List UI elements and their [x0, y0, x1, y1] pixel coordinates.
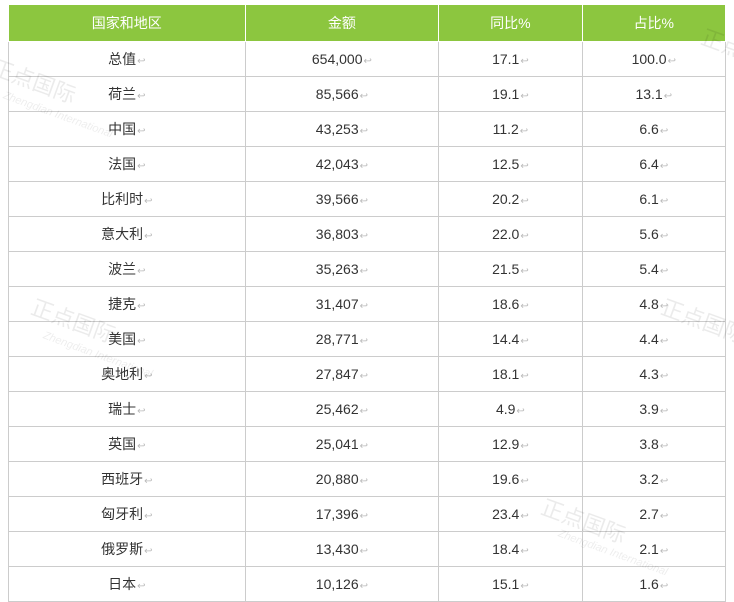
table-cell: 10,126↩ [245, 567, 439, 602]
table-header-cell: 同比% [439, 5, 582, 42]
table-cell: 19.6↩ [439, 462, 582, 497]
table-row: 总值↩654,000↩17.1↩100.0↩ [9, 42, 726, 77]
table-cell: 15.1↩ [439, 567, 582, 602]
table-cell: 12.5↩ [439, 147, 582, 182]
table-cell: 4.4↩ [582, 322, 725, 357]
table-cell: 3.2↩ [582, 462, 725, 497]
table-cell: 22.0↩ [439, 217, 582, 252]
table-cell: 27,847↩ [245, 357, 439, 392]
table-cell: 美国↩ [9, 322, 246, 357]
table-row: 中国↩43,253↩11.2↩6.6↩ [9, 112, 726, 147]
data-table-container: 国家和地区金额同比%占比% 总值↩654,000↩17.1↩100.0↩荷兰↩8… [8, 4, 726, 602]
table-cell: 比利时↩ [9, 182, 246, 217]
table-cell: 20,880↩ [245, 462, 439, 497]
table-cell: 3.8↩ [582, 427, 725, 462]
table-body: 总值↩654,000↩17.1↩100.0↩荷兰↩85,566↩19.1↩13.… [9, 42, 726, 602]
table-cell: 14.4↩ [439, 322, 582, 357]
table-header-row: 国家和地区金额同比%占比% [9, 5, 726, 42]
table-cell: 西班牙↩ [9, 462, 246, 497]
table-row: 捷克↩31,407↩18.6↩4.8↩ [9, 287, 726, 322]
table-row: 荷兰↩85,566↩19.1↩13.1↩ [9, 77, 726, 112]
table-cell: 25,041↩ [245, 427, 439, 462]
table-cell: 英国↩ [9, 427, 246, 462]
table-cell: 奥地利↩ [9, 357, 246, 392]
table-cell: 2.7↩ [582, 497, 725, 532]
table-cell: 1.6↩ [582, 567, 725, 602]
table-cell: 波兰↩ [9, 252, 246, 287]
table-row: 意大利↩36,803↩22.0↩5.6↩ [9, 217, 726, 252]
table-row: 西班牙↩20,880↩19.6↩3.2↩ [9, 462, 726, 497]
table-header-cell: 国家和地区 [9, 5, 246, 42]
table-cell: 23.4↩ [439, 497, 582, 532]
table-cell: 20.2↩ [439, 182, 582, 217]
table-row: 英国↩25,041↩12.9↩3.8↩ [9, 427, 726, 462]
table-row: 日本↩10,126↩15.1↩1.6↩ [9, 567, 726, 602]
table-cell: 17.1↩ [439, 42, 582, 77]
table-cell: 18.1↩ [439, 357, 582, 392]
table-row: 美国↩28,771↩14.4↩4.4↩ [9, 322, 726, 357]
table-cell: 18.4↩ [439, 532, 582, 567]
table-cell: 5.4↩ [582, 252, 725, 287]
table-cell: 18.6↩ [439, 287, 582, 322]
table-cell: 21.5↩ [439, 252, 582, 287]
table-row: 瑞士↩25,462↩4.9↩3.9↩ [9, 392, 726, 427]
table-header-cell: 占比% [582, 5, 725, 42]
table-cell: 意大利↩ [9, 217, 246, 252]
table-cell: 13.1↩ [582, 77, 725, 112]
table-cell: 100.0↩ [582, 42, 725, 77]
table-cell: 法国↩ [9, 147, 246, 182]
table-cell: 6.4↩ [582, 147, 725, 182]
table-row: 波兰↩35,263↩21.5↩5.4↩ [9, 252, 726, 287]
table-cell: 总值↩ [9, 42, 246, 77]
table-row: 俄罗斯↩13,430↩18.4↩2.1↩ [9, 532, 726, 567]
table-cell: 匈牙利↩ [9, 497, 246, 532]
table-cell: 28,771↩ [245, 322, 439, 357]
table-cell: 中国↩ [9, 112, 246, 147]
table-row: 比利时↩39,566↩20.2↩6.1↩ [9, 182, 726, 217]
table-cell: 俄罗斯↩ [9, 532, 246, 567]
table-cell: 39,566↩ [245, 182, 439, 217]
table-cell: 12.9↩ [439, 427, 582, 462]
data-table: 国家和地区金额同比%占比% 总值↩654,000↩17.1↩100.0↩荷兰↩8… [8, 4, 726, 602]
table-cell: 654,000↩ [245, 42, 439, 77]
table-cell: 35,263↩ [245, 252, 439, 287]
table-cell: 6.6↩ [582, 112, 725, 147]
table-cell: 19.1↩ [439, 77, 582, 112]
table-cell: 17,396↩ [245, 497, 439, 532]
table-cell: 捷克↩ [9, 287, 246, 322]
table-cell: 25,462↩ [245, 392, 439, 427]
table-cell: 3.9↩ [582, 392, 725, 427]
table-cell: 4.3↩ [582, 357, 725, 392]
table-cell: 4.8↩ [582, 287, 725, 322]
table-row: 奥地利↩27,847↩18.1↩4.3↩ [9, 357, 726, 392]
table-cell: 42,043↩ [245, 147, 439, 182]
table-header-cell: 金额 [245, 5, 439, 42]
table-cell: 2.1↩ [582, 532, 725, 567]
table-cell: 瑞士↩ [9, 392, 246, 427]
table-row: 匈牙利↩17,396↩23.4↩2.7↩ [9, 497, 726, 532]
table-cell: 43,253↩ [245, 112, 439, 147]
table-cell: 36,803↩ [245, 217, 439, 252]
table-cell: 11.2↩ [439, 112, 582, 147]
table-cell: 13,430↩ [245, 532, 439, 567]
table-row: 法国↩42,043↩12.5↩6.4↩ [9, 147, 726, 182]
table-cell: 31,407↩ [245, 287, 439, 322]
table-cell: 4.9↩ [439, 392, 582, 427]
table-cell: 6.1↩ [582, 182, 725, 217]
table-cell: 荷兰↩ [9, 77, 246, 112]
table-cell: 日本↩ [9, 567, 246, 602]
table-cell: 5.6↩ [582, 217, 725, 252]
table-cell: 85,566↩ [245, 77, 439, 112]
